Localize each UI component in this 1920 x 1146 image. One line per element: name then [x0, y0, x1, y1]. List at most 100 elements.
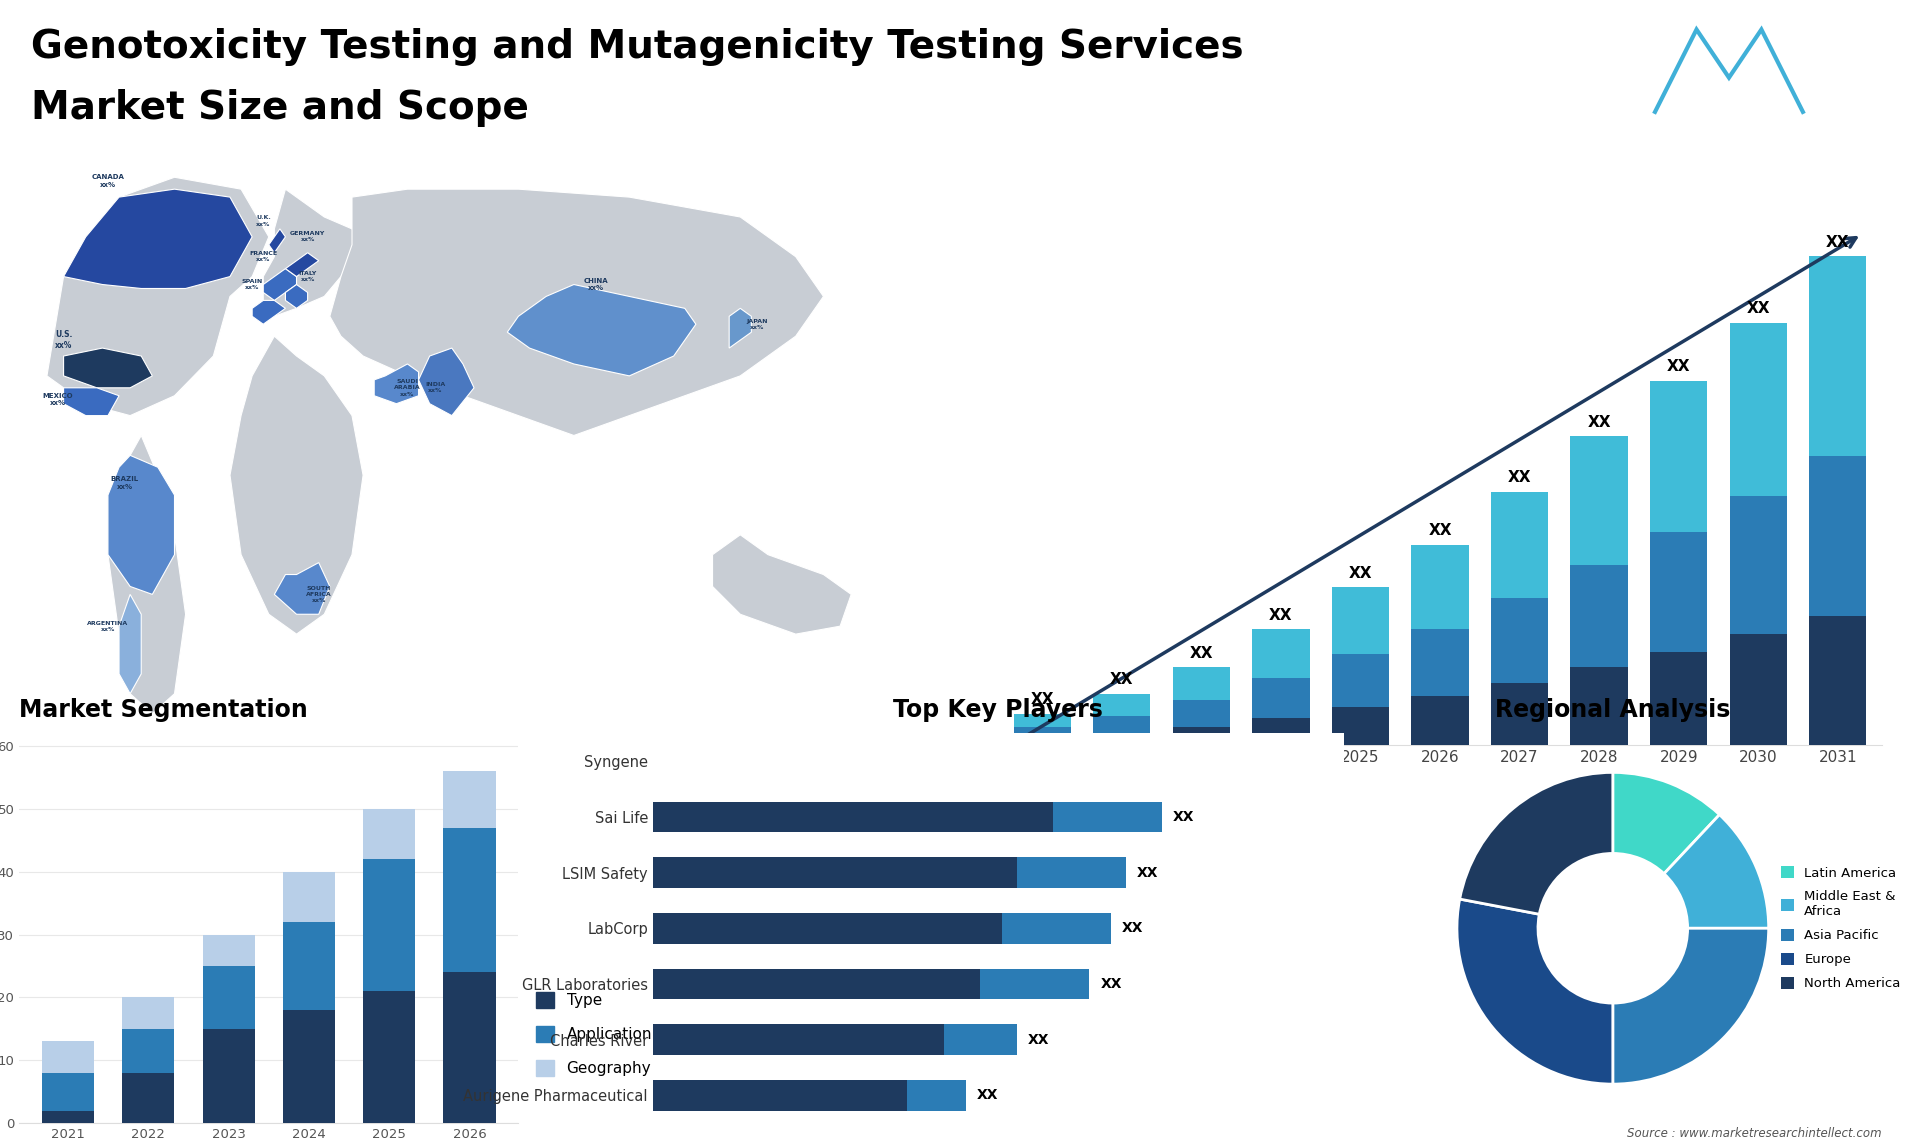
Bar [1649, 380, 1707, 532]
Polygon shape [730, 308, 751, 348]
Bar [1092, 693, 1150, 716]
Bar [1014, 714, 1071, 728]
Bar [1173, 728, 1231, 745]
Bar [1571, 437, 1628, 565]
Bar [444, 827, 495, 972]
Bar [1002, 913, 1112, 943]
Bar [1332, 707, 1388, 745]
Bar [1649, 532, 1707, 652]
Polygon shape [275, 563, 330, 614]
Polygon shape [330, 189, 824, 435]
Bar [653, 1025, 945, 1054]
Bar [1809, 617, 1866, 745]
Title: Top Key Players: Top Key Players [893, 698, 1104, 722]
Polygon shape [230, 336, 363, 634]
Bar [42, 1073, 94, 1110]
Bar [123, 1073, 175, 1123]
Polygon shape [263, 189, 363, 316]
Bar [1014, 728, 1071, 738]
Text: XX: XX [1428, 524, 1452, 539]
Text: U.K.
xx%: U.K. xx% [255, 215, 271, 227]
Text: Genotoxicity Testing and Mutagenicity Testing Services: Genotoxicity Testing and Mutagenicity Te… [31, 28, 1244, 65]
Bar [1571, 667, 1628, 745]
Bar [1252, 678, 1309, 719]
Text: XX: XX [1137, 865, 1158, 880]
Text: CANADA
xx%: CANADA xx% [92, 174, 125, 188]
Bar [1252, 719, 1309, 745]
Polygon shape [269, 229, 286, 253]
Bar [123, 1029, 175, 1073]
Bar [1252, 629, 1309, 678]
Text: XX: XX [977, 1089, 998, 1102]
Bar [1092, 716, 1150, 733]
Bar [1809, 257, 1866, 456]
Text: XX: XX [1269, 607, 1292, 622]
Bar [282, 923, 336, 1010]
Polygon shape [46, 178, 269, 416]
Text: MEXICO
xx%: MEXICO xx% [42, 393, 73, 407]
Bar [444, 972, 495, 1123]
Bar [282, 1010, 336, 1123]
Bar [1016, 857, 1125, 888]
Bar [444, 771, 495, 827]
Text: XX: XX [1826, 235, 1849, 250]
Text: XX: XX [1027, 1033, 1048, 1046]
Polygon shape [712, 535, 851, 634]
Bar [1809, 456, 1866, 617]
Bar [1411, 696, 1469, 745]
Bar [1571, 565, 1628, 667]
Bar [363, 860, 415, 991]
Text: XX: XX [1507, 470, 1532, 485]
Polygon shape [286, 284, 307, 308]
Text: ITALY
xx%: ITALY xx% [298, 270, 317, 282]
Legend: Type, Application, Geography: Type, Application, Geography [536, 991, 653, 1076]
Text: XX: XX [1667, 359, 1690, 374]
Polygon shape [108, 455, 175, 595]
Polygon shape [507, 284, 695, 376]
Legend: Latin America, Middle East &
Africa, Asia Pacific, Europe, North America: Latin America, Middle East & Africa, Asi… [1776, 861, 1907, 996]
Bar [1173, 667, 1231, 700]
Wedge shape [1613, 772, 1720, 873]
Text: XX: XX [1031, 692, 1054, 707]
Bar [282, 872, 336, 923]
Bar [1332, 654, 1388, 707]
Polygon shape [63, 189, 252, 289]
Bar [1014, 738, 1071, 745]
Bar [1492, 683, 1548, 745]
Bar [42, 1110, 94, 1123]
Text: XX: XX [1190, 645, 1213, 660]
Bar [1730, 496, 1788, 634]
Polygon shape [419, 348, 474, 416]
Bar [1649, 652, 1707, 745]
Text: XX: XX [1110, 673, 1133, 688]
Polygon shape [374, 364, 419, 403]
Bar [1092, 733, 1150, 745]
Bar [123, 997, 175, 1029]
Text: CHINA
xx%: CHINA xx% [584, 277, 609, 291]
Bar [945, 1025, 1016, 1054]
Text: INTELLECT: INTELLECT [1811, 93, 1878, 103]
Wedge shape [1459, 772, 1613, 915]
Wedge shape [1457, 900, 1613, 1084]
Text: Market Size and Scope: Market Size and Scope [31, 89, 528, 127]
Text: SOUTH
AFRICA
xx%: SOUTH AFRICA xx% [305, 586, 332, 603]
Text: MARKET: MARKET [1811, 40, 1862, 50]
Bar [653, 857, 1016, 888]
Bar [1730, 634, 1788, 745]
Text: SPAIN
xx%: SPAIN xx% [242, 278, 263, 290]
Bar [363, 809, 415, 860]
Bar [1492, 598, 1548, 683]
Bar [363, 991, 415, 1123]
Text: FRANCE
xx%: FRANCE xx% [250, 251, 276, 262]
Bar [653, 802, 1052, 832]
Text: GERMANY
xx%: GERMANY xx% [290, 231, 324, 243]
Text: XX: XX [1588, 415, 1611, 430]
Polygon shape [63, 387, 119, 416]
Text: XX: XX [1121, 921, 1144, 935]
Bar [42, 1042, 94, 1073]
Text: XX: XX [1173, 810, 1194, 824]
Bar [1411, 629, 1469, 696]
Bar [1492, 492, 1548, 598]
Polygon shape [252, 300, 286, 324]
Polygon shape [108, 435, 186, 714]
